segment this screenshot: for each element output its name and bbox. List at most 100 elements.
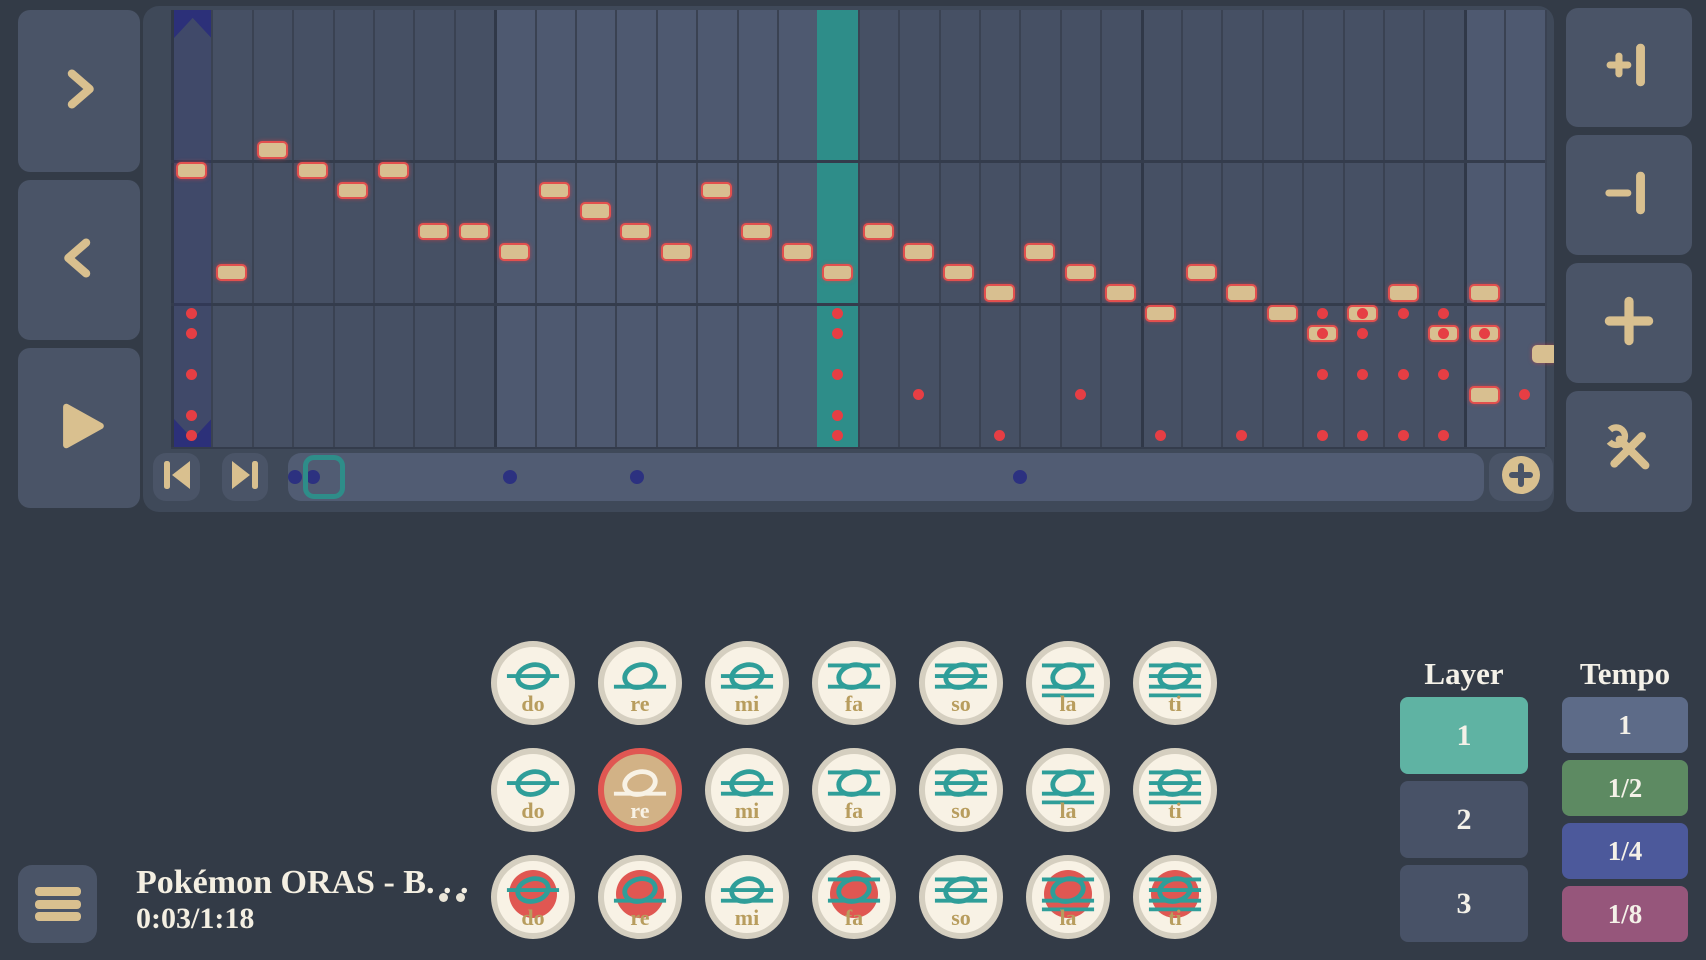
grid-note[interactable] [1024, 243, 1056, 261]
grid-note[interactable] [337, 182, 369, 200]
layer-option-1[interactable]: 1 [1400, 697, 1528, 774]
grid-note[interactable] [1226, 284, 1258, 302]
grid-column[interactable] [777, 10, 818, 447]
grid-column[interactable] [1423, 10, 1464, 447]
zoom-in-button[interactable] [1566, 263, 1692, 383]
grid-note[interactable] [377, 161, 409, 179]
grid-column[interactable] [251, 10, 293, 447]
grid-column[interactable] [696, 10, 737, 447]
grid-column[interactable] [1059, 10, 1101, 447]
grid-note[interactable] [256, 141, 288, 159]
grid-column[interactable] [979, 10, 1020, 447]
tempo-option-1-8[interactable]: 1/8 [1562, 886, 1688, 942]
solfege-button-la-row3[interactable]: la [1026, 855, 1110, 939]
grid-note[interactable] [1468, 284, 1500, 302]
back-button[interactable] [18, 180, 140, 340]
grid-column[interactable] [898, 10, 939, 447]
grid-note[interactable] [620, 222, 652, 241]
grid-column[interactable] [211, 10, 252, 447]
grid-column[interactable] [1140, 10, 1181, 447]
grid-note[interactable] [1145, 304, 1177, 322]
grid-note[interactable] [175, 161, 207, 179]
grid-note[interactable] [458, 222, 490, 241]
solfege-button-so-row2[interactable]: so [919, 748, 1003, 832]
solfege-button-ti-row1[interactable]: ti [1133, 641, 1217, 725]
grid-note[interactable] [1306, 325, 1338, 343]
solfege-button-mi-row3[interactable]: mi [705, 855, 789, 939]
solfege-button-mi-row2[interactable]: mi [705, 748, 789, 832]
add-column-button[interactable] [1566, 8, 1692, 127]
layer-option-3[interactable]: 3 [1400, 865, 1528, 942]
grid-column[interactable] [373, 10, 414, 447]
solfege-button-re-row3[interactable]: re [598, 855, 682, 939]
solfege-button-mi-row1[interactable]: mi [705, 641, 789, 725]
grid-column[interactable] [292, 10, 333, 447]
grid-note[interactable] [1064, 263, 1096, 282]
grid-note[interactable] [1185, 263, 1217, 282]
grid-note[interactable] [822, 263, 854, 282]
solfege-button-re-row1[interactable]: re [598, 641, 682, 725]
grid-note[interactable] [296, 161, 328, 179]
grid-column[interactable] [332, 10, 373, 447]
grid-column[interactable] [1342, 10, 1383, 447]
grid-note[interactable] [1387, 284, 1419, 302]
forward-button[interactable] [18, 10, 140, 172]
grid-column[interactable] [534, 10, 575, 447]
grid-column[interactable] [1261, 10, 1303, 447]
minimap-strip[interactable] [288, 453, 1484, 501]
solfege-button-re-row2[interactable]: re [598, 748, 682, 832]
add-measure-button[interactable] [1489, 453, 1553, 501]
grid-note[interactable] [1468, 325, 1500, 343]
grid-column[interactable] [938, 10, 979, 447]
grid-note[interactable] [1468, 386, 1500, 404]
skip-to-end-button[interactable] [222, 453, 268, 501]
solfege-button-so-row1[interactable]: so [919, 641, 1003, 725]
solfege-button-do-row2[interactable]: do [491, 748, 575, 832]
solfege-button-so-row3[interactable]: so [919, 855, 1003, 939]
grid-note[interactable] [983, 284, 1015, 302]
grid-note[interactable] [1266, 304, 1298, 322]
grid-note[interactable] [498, 243, 530, 261]
grid-note[interactable] [1532, 345, 1554, 363]
solfege-button-do-row1[interactable]: do [491, 641, 575, 725]
grid-column[interactable] [1221, 10, 1262, 447]
solfege-button-fa-row1[interactable]: fa [812, 641, 896, 725]
grid-column[interactable] [1383, 10, 1424, 447]
grid-column[interactable] [1100, 10, 1141, 447]
grid-column[interactable] [1302, 10, 1343, 447]
skip-to-start-button[interactable] [153, 453, 200, 501]
settings-button[interactable] [1566, 391, 1692, 512]
layer-option-2[interactable]: 2 [1400, 781, 1528, 858]
grid-note[interactable] [539, 182, 571, 200]
solfege-button-ti-row3[interactable]: ti [1133, 855, 1217, 939]
grid-note[interactable] [741, 222, 773, 241]
tempo-option-1-4[interactable]: 1/4 [1562, 823, 1688, 879]
grid-note[interactable] [862, 222, 894, 241]
solfege-button-fa-row2[interactable]: fa [812, 748, 896, 832]
playhead-column[interactable] [817, 10, 858, 447]
solfege-button-do-row3[interactable]: do [491, 855, 575, 939]
grid-column[interactable] [1504, 10, 1545, 447]
grid-note[interactable] [700, 182, 732, 200]
grid-column[interactable] [494, 10, 535, 447]
grid-note[interactable] [579, 202, 611, 220]
grid-note[interactable] [216, 263, 248, 282]
grid-note[interactable] [418, 222, 450, 241]
grid-note[interactable] [1347, 304, 1379, 322]
grid-note[interactable] [781, 243, 813, 261]
grid-column[interactable] [1181, 10, 1222, 447]
solfege-button-fa-row3[interactable]: fa [812, 855, 896, 939]
grid-column[interactable] [575, 10, 616, 447]
solfege-button-la-row1[interactable]: la [1026, 641, 1110, 725]
grid-note[interactable] [902, 243, 934, 261]
solfege-button-la-row2[interactable]: la [1026, 748, 1110, 832]
grid-column[interactable] [1019, 10, 1060, 447]
remove-column-button[interactable] [1566, 135, 1692, 255]
grid-note[interactable] [1428, 325, 1460, 343]
grid-note[interactable] [943, 263, 975, 282]
play-button[interactable] [18, 348, 140, 508]
minimap-view-window[interactable] [303, 455, 345, 499]
solfege-button-ti-row2[interactable]: ti [1133, 748, 1217, 832]
menu-button[interactable] [18, 865, 97, 943]
grid-note[interactable] [660, 243, 692, 261]
